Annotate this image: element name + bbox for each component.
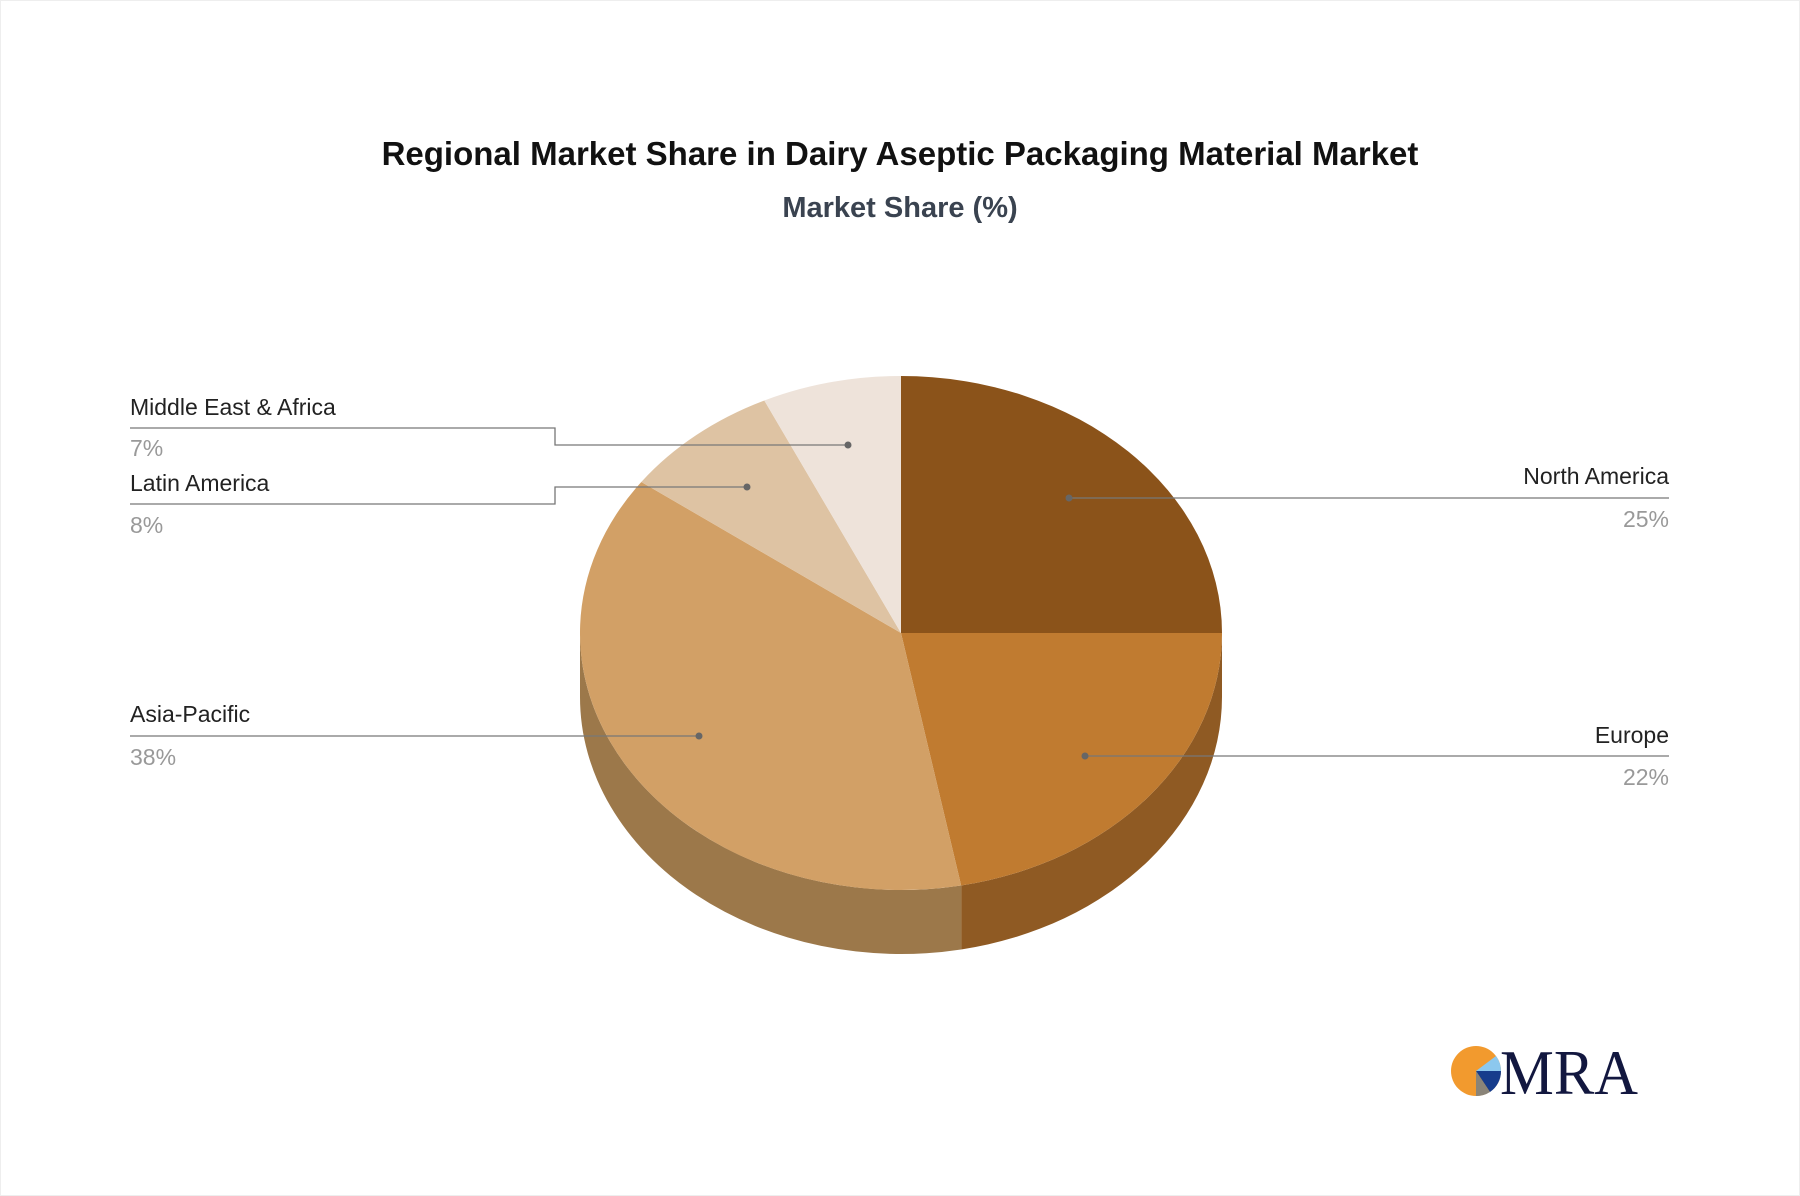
- slice-value-label: 25%: [1623, 506, 1669, 532]
- pie-slice-europe[interactable]: [901, 633, 1222, 886]
- logo-text: MRA: [1500, 1040, 1638, 1102]
- slice-value-label: 8%: [130, 512, 163, 538]
- slice-label: North America: [1523, 463, 1669, 489]
- slice-value-label: 7%: [130, 435, 163, 461]
- chart-title: Regional Market Share in Dairy Aseptic P…: [381, 135, 1419, 172]
- chart-subtitle: Market Share (%): [782, 192, 1018, 224]
- leader-line: [130, 427, 848, 446]
- pie-slice-north-america[interactable]: [901, 376, 1222, 633]
- slice-label: Latin America: [130, 470, 270, 496]
- leader-dot: [1081, 752, 1089, 760]
- mra-logo: MRA: [1451, 1040, 1638, 1102]
- leader-dot: [695, 732, 703, 740]
- pie-slice-middle-east-africa[interactable]: [764, 376, 901, 633]
- pie-side-1: [961, 633, 1222, 950]
- leader-dot: [743, 483, 751, 491]
- slice-value-label: 38%: [130, 744, 176, 770]
- slice-label: Asia-Pacific: [130, 701, 250, 727]
- slice-label: Middle East & Africa: [130, 394, 336, 420]
- pie-slice-latin-america[interactable]: [641, 400, 901, 633]
- leader-line: [130, 486, 747, 505]
- leader-dot: [1065, 494, 1073, 502]
- slice-value-label: 22%: [1623, 764, 1669, 790]
- slice-label: Europe: [1595, 722, 1669, 748]
- leader-dot: [844, 441, 852, 449]
- pie-side-2: [580, 633, 962, 954]
- pie-slice-asia-pacific[interactable]: [579, 481, 962, 890]
